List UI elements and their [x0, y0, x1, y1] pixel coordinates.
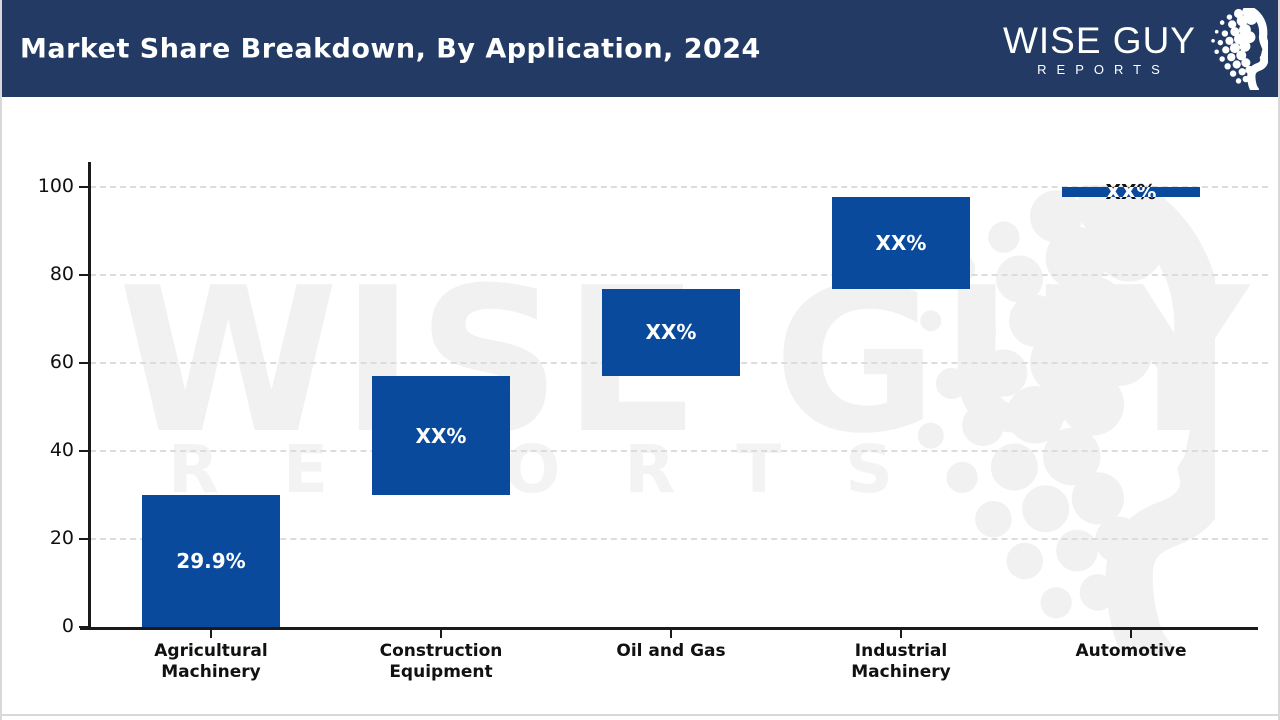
x-category-label: Industrial Machinery	[851, 641, 951, 682]
brand-head-icon	[1211, 7, 1268, 90]
header-bar: Market Share Breakdown, By Application, …	[0, 0, 1280, 97]
y-tick-label-20: 20	[49, 527, 74, 549]
y-tick-20	[79, 538, 88, 540]
bar-1: 29.9%	[142, 495, 280, 627]
x-category-label: Oil and Gas	[616, 641, 726, 661]
brand-logo: WISE GUY REPORTS	[1003, 6, 1268, 91]
brand-subname: REPORTS	[1037, 61, 1170, 77]
y-tick-label-60: 60	[49, 351, 74, 373]
bar-value-label: XX%	[645, 320, 697, 345]
x-tick-1	[210, 630, 212, 638]
y-tick-label-0: 0	[61, 615, 74, 637]
bar-value-label: XX%	[875, 230, 927, 255]
gridline-40	[90, 450, 1268, 452]
bar-3: XX%	[602, 288, 740, 376]
y-tick-100	[79, 186, 88, 188]
bar-value-label: XX%	[415, 423, 467, 448]
x-tick-4	[900, 630, 902, 638]
bottom-divider	[0, 714, 1280, 716]
y-tick-label-40: 40	[49, 439, 74, 461]
gridline-80	[90, 274, 1268, 276]
y-axis-line	[88, 162, 91, 630]
bar-4: XX%	[832, 197, 970, 289]
y-tick-80	[79, 274, 88, 276]
plot-area: 0 20 40 60 80 100 29.9% Agricultural Machinery X…	[38, 162, 1268, 682]
gridline-20	[90, 538, 1268, 540]
brand-name: WISE GUY	[1002, 19, 1196, 61]
bar-5: XX%	[1062, 187, 1200, 198]
bar-value-label: 29.9%	[176, 549, 246, 574]
y-tick-60	[79, 362, 88, 364]
x-category-label: Agricultural Machinery	[154, 641, 268, 682]
x-tick-3	[670, 630, 672, 638]
y-tick-label-80: 80	[49, 263, 74, 285]
brand-logo-text: WISE GUY REPORTS	[1002, 19, 1196, 77]
x-category-label: Automotive	[1075, 641, 1187, 661]
bar-value-label: XX%	[1062, 187, 1200, 197]
chart-title: Market Share Breakdown, By Application, …	[20, 33, 761, 64]
x-category-label: Construction Equipment	[379, 641, 503, 682]
x-tick-5	[1130, 630, 1132, 638]
x-axis-line	[80, 627, 1258, 630]
y-tick-0	[79, 626, 88, 628]
bar-2: XX%	[372, 375, 510, 496]
gridline-100	[90, 186, 1268, 188]
x-tick-2	[440, 630, 442, 638]
y-tick-label-100: 100	[37, 175, 74, 197]
y-tick-40	[79, 450, 88, 452]
